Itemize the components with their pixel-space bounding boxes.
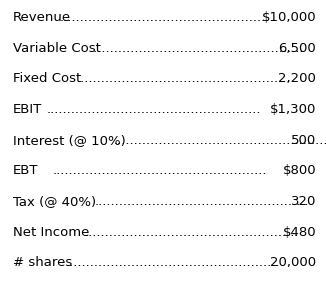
Text: $480: $480 — [283, 226, 316, 239]
Text: ....................................................: ........................................… — [114, 134, 326, 147]
Text: Tax (@ 40%): Tax (@ 40%) — [13, 195, 96, 208]
Text: Revenue: Revenue — [13, 11, 71, 24]
Text: $10,000: $10,000 — [261, 11, 316, 24]
Text: ....................................................: ........................................… — [52, 164, 267, 177]
Text: Interest (@ 10%): Interest (@ 10%) — [13, 134, 126, 147]
Text: 20,000: 20,000 — [270, 256, 316, 269]
Text: $800: $800 — [283, 164, 316, 177]
Text: Fixed Cost: Fixed Cost — [13, 72, 81, 85]
Text: Net Income: Net Income — [13, 226, 89, 239]
Text: EBT: EBT — [13, 164, 38, 177]
Text: # shares: # shares — [13, 256, 72, 269]
Text: 500: 500 — [291, 134, 316, 147]
Text: ....................................................: ........................................… — [46, 103, 261, 116]
Text: Variable Cost: Variable Cost — [13, 42, 101, 55]
Text: ....................................................: ........................................… — [66, 256, 280, 269]
Text: ....................................................: ........................................… — [77, 72, 291, 85]
Text: 320: 320 — [291, 195, 316, 208]
Text: ....................................................: ........................................… — [95, 195, 309, 208]
Text: ....................................................: ........................................… — [60, 11, 274, 24]
Text: 2,200: 2,200 — [278, 72, 316, 85]
Text: EBIT: EBIT — [13, 103, 42, 116]
Text: ....................................................: ........................................… — [85, 226, 300, 239]
Text: $1,300: $1,300 — [270, 103, 316, 116]
Text: ....................................................: ........................................… — [90, 42, 304, 55]
Text: 6,500: 6,500 — [278, 42, 316, 55]
